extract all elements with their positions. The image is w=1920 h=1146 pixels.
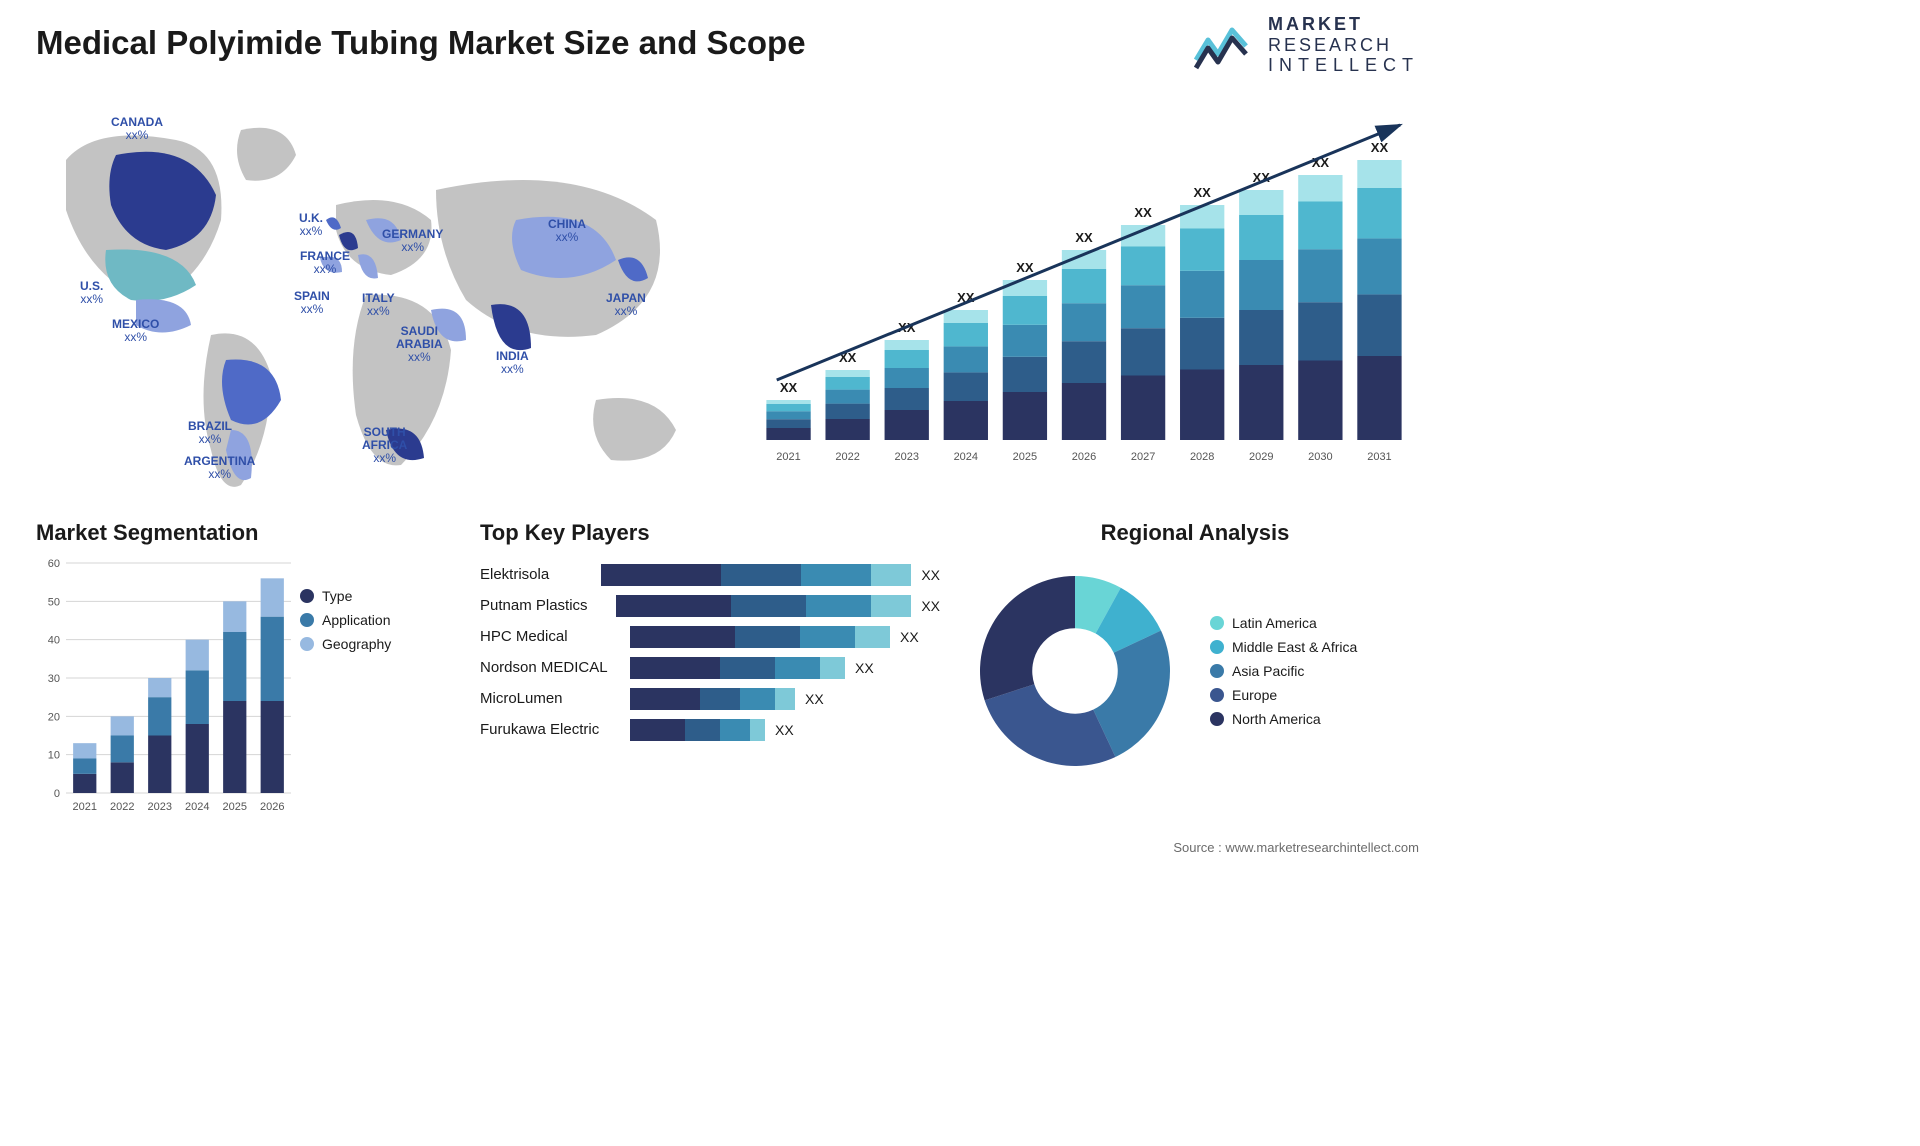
player-bar	[630, 657, 845, 679]
svg-text:2025: 2025	[223, 801, 247, 813]
map-label: CHINAxx%	[548, 218, 586, 244]
player-row: Putnam Plastics XX	[480, 595, 940, 617]
svg-text:2028: 2028	[1190, 451, 1214, 463]
map-label: ITALYxx%	[362, 292, 395, 318]
brand-logo: MARKET RESEARCH INTELLECT	[1194, 14, 1419, 76]
svg-text:2023: 2023	[894, 451, 918, 463]
svg-text:XX: XX	[1075, 230, 1093, 245]
map-label: GERMANYxx%	[382, 228, 443, 254]
player-row: Elektrisola XX	[480, 564, 940, 586]
player-value: XX	[855, 660, 874, 676]
player-label: Furukawa Electric	[480, 722, 630, 739]
svg-text:0: 0	[54, 788, 60, 800]
svg-text:2022: 2022	[835, 451, 859, 463]
svg-text:2022: 2022	[110, 801, 134, 813]
svg-text:30: 30	[48, 673, 60, 685]
players-title: Top Key Players	[480, 520, 940, 546]
player-bar	[630, 688, 795, 710]
svg-text:2023: 2023	[148, 801, 172, 813]
regional-title: Regional Analysis	[970, 520, 1420, 546]
svg-text:2026: 2026	[1072, 451, 1096, 463]
segmentation-panel: Market Segmentation 0 10 20 30 40 50 60 2021 202…	[36, 520, 456, 823]
svg-text:10: 10	[48, 750, 60, 762]
legend-item: Type	[300, 588, 391, 604]
svg-text:XX: XX	[1016, 260, 1034, 275]
player-label: MicroLumen	[480, 691, 630, 708]
player-label: Nordson MEDICAL	[480, 660, 630, 677]
player-bar	[616, 595, 911, 617]
svg-text:2024: 2024	[954, 451, 978, 463]
map-label: SAUDIARABIAxx%	[396, 325, 443, 365]
legend-item: Europe	[1210, 687, 1357, 703]
legend-item: North America	[1210, 711, 1357, 727]
player-value: XX	[805, 691, 824, 707]
regional-donut-chart	[970, 566, 1180, 776]
svg-text:2021: 2021	[776, 451, 800, 463]
svg-text:XX: XX	[1194, 185, 1212, 200]
svg-text:2021: 2021	[73, 801, 97, 813]
logo-mark-icon	[1194, 20, 1254, 70]
svg-text:50: 50	[48, 596, 60, 608]
map-label: CANADAxx%	[111, 116, 163, 142]
svg-text:2029: 2029	[1249, 451, 1273, 463]
map-label: ARGENTINAxx%	[184, 455, 255, 481]
map-label: MEXICOxx%	[112, 318, 159, 344]
map-label: FRANCExx%	[300, 250, 350, 276]
svg-text:20: 20	[48, 711, 60, 723]
player-row: HPC Medical XX	[480, 626, 940, 648]
svg-text:2025: 2025	[1013, 451, 1037, 463]
svg-text:2027: 2027	[1131, 451, 1155, 463]
svg-text:60: 60	[48, 558, 60, 570]
svg-text:2031: 2031	[1367, 451, 1391, 463]
player-row: Nordson MEDICAL XX	[480, 657, 940, 679]
main-forecast-chart: XX2021XX2022XX2023XX2024XX2025XX2026XX20…	[749, 110, 1419, 470]
logo-text-2: RESEARCH	[1268, 35, 1419, 56]
page-title: Medical Polyimide Tubing Market Size and…	[36, 24, 806, 62]
player-value: XX	[921, 598, 940, 614]
map-label: JAPANxx%	[606, 292, 646, 318]
map-label: SOUTHAFRICAxx%	[362, 426, 407, 466]
player-bar	[630, 719, 765, 741]
player-label: HPC Medical	[480, 629, 630, 646]
legend-item: Geography	[300, 636, 391, 652]
map-label: U.S.xx%	[80, 280, 103, 306]
map-label: BRAZILxx%	[188, 420, 232, 446]
logo-text-1: MARKET	[1268, 14, 1419, 35]
legend-item: Asia Pacific	[1210, 663, 1357, 679]
regional-panel: Regional Analysis Latin America Middle Ea…	[970, 520, 1420, 776]
map-label: SPAINxx%	[294, 290, 330, 316]
map-label: U.K.xx%	[299, 212, 323, 238]
player-bar	[630, 626, 890, 648]
source-text: Source : www.marketresearchintellect.com	[1173, 840, 1419, 855]
player-label: Elektrisola	[480, 567, 601, 584]
svg-text:XX: XX	[780, 380, 798, 395]
legend-item: Latin America	[1210, 615, 1357, 631]
svg-text:XX: XX	[1371, 140, 1389, 155]
map-label: INDIAxx%	[496, 350, 529, 376]
regional-legend: Latin America Middle East & Africa Asia Pa…	[1210, 607, 1357, 735]
player-row: Furukawa Electric XX	[480, 719, 940, 741]
legend-item: Application	[300, 612, 391, 628]
segmentation-legend: Type Application Geography	[300, 580, 391, 660]
svg-text:2026: 2026	[260, 801, 284, 813]
player-row: MicroLumen XX	[480, 688, 940, 710]
segmentation-title: Market Segmentation	[36, 520, 456, 546]
player-value: XX	[775, 722, 794, 738]
svg-text:XX: XX	[1134, 205, 1152, 220]
player-label: Putnam Plastics	[480, 598, 616, 615]
player-value: XX	[921, 567, 940, 583]
player-value: XX	[900, 629, 919, 645]
legend-item: Middle East & Africa	[1210, 639, 1357, 655]
logo-text-3: INTELLECT	[1268, 55, 1419, 76]
world-map: CANADAxx% U.S.xx% MEXICOxx% BRAZILxx% ARGENT…	[36, 100, 716, 500]
svg-text:2030: 2030	[1308, 451, 1332, 463]
svg-text:40: 40	[48, 635, 60, 647]
player-bar	[601, 564, 911, 586]
svg-text:2024: 2024	[185, 801, 209, 813]
players-panel: Top Key Players ElektrisolaXXPutnam Plas…	[480, 520, 940, 750]
